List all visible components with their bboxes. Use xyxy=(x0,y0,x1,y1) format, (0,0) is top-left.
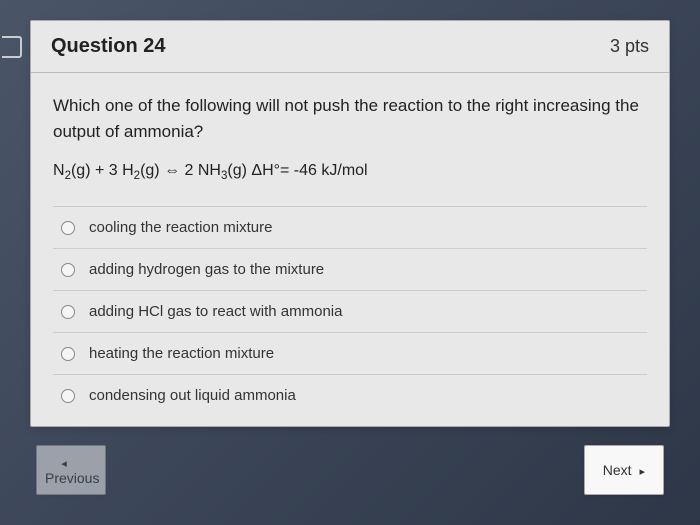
option-label: condensing out liquid ammonia xyxy=(89,387,296,404)
options-list: cooling the reaction mixture adding hydr… xyxy=(53,206,647,416)
question-points: 3 pts xyxy=(610,36,649,57)
question-body: Which one of the following will not push… xyxy=(31,73,669,426)
option-row[interactable]: adding HCl gas to react with ammonia xyxy=(53,291,647,333)
quiz-container: Question 24 3 pts Which one of the follo… xyxy=(0,0,700,525)
radio-icon[interactable] xyxy=(61,305,75,319)
previous-button[interactable]: ◂ Previous xyxy=(36,445,106,495)
question-prompt: Which one of the following will not push… xyxy=(53,93,647,144)
option-row[interactable]: adding hydrogen gas to the mixture xyxy=(53,249,647,291)
bookmark-indicator[interactable] xyxy=(2,36,22,58)
chevron-right-icon: ▸ xyxy=(639,466,645,478)
previous-label: Previous xyxy=(45,470,99,486)
option-label: heating the reaction mixture xyxy=(89,345,274,362)
question-number: Question 24 xyxy=(51,35,165,58)
question-card: Question 24 3 pts Which one of the follo… xyxy=(30,20,670,427)
option-row[interactable]: condensing out liquid ammonia xyxy=(53,375,647,416)
option-row[interactable]: cooling the reaction mixture xyxy=(53,207,647,249)
radio-icon[interactable] xyxy=(61,263,75,277)
radio-icon[interactable] xyxy=(61,347,75,361)
equation-text: N2(g) + 3 H2(g) ⇔ 2 NH3(g) ΔH°= -46 kJ/m… xyxy=(53,162,647,182)
question-header: Question 24 3 pts xyxy=(31,21,669,73)
option-label: adding HCl gas to react with ammonia xyxy=(89,303,342,320)
option-row[interactable]: heating the reaction mixture xyxy=(53,333,647,375)
next-button[interactable]: Next ▸ xyxy=(584,445,664,495)
radio-icon[interactable] xyxy=(61,389,75,403)
next-label: Next xyxy=(603,462,632,478)
option-label: cooling the reaction mixture xyxy=(89,219,272,236)
nav-buttons: ◂ Previous Next ▸ xyxy=(30,445,670,495)
chevron-left-icon: ◂ xyxy=(61,458,67,470)
option-label: adding hydrogen gas to the mixture xyxy=(89,261,324,278)
radio-icon[interactable] xyxy=(61,221,75,235)
